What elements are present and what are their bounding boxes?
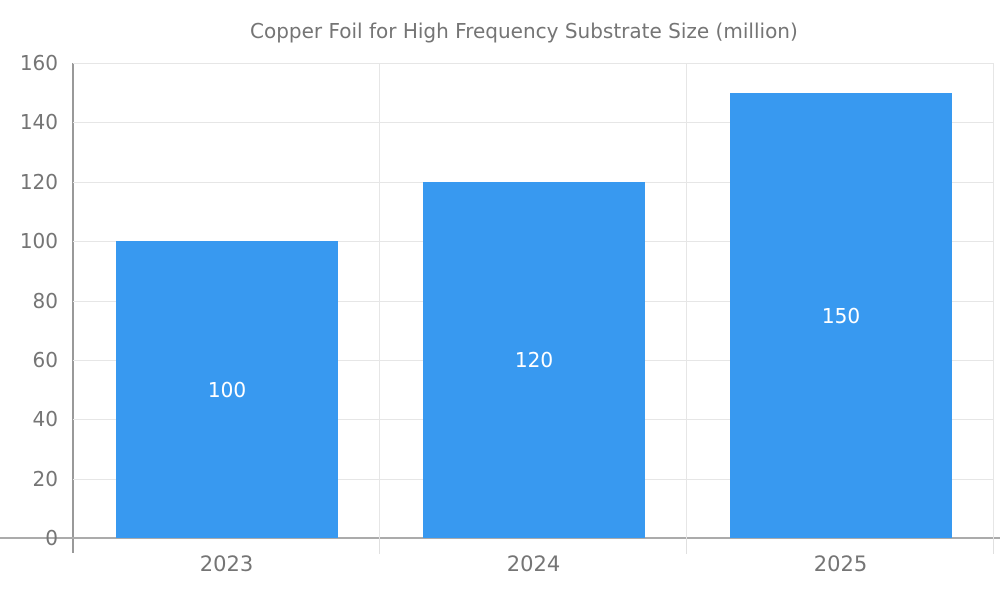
legend-item[interactable]: Copper Foil for High Frequency Substrate… (155, 19, 798, 43)
y-tick-label-160: 160 (19, 51, 58, 75)
bar-2024[interactable]: 120 (423, 182, 645, 538)
x-axis-line (0, 537, 1000, 539)
bar-value-label-2025: 150 (821, 303, 861, 328)
gridline-x-boundary-3 (993, 63, 994, 538)
y-tick-label-120: 120 (19, 169, 58, 194)
y-tick-label-80: 80 (32, 288, 58, 313)
y-tick-label-20: 20 (32, 466, 58, 491)
plot-area: 100 120 150 (73, 63, 994, 554)
gridline-y-140 (73, 122, 994, 124)
bar-value-label-2023: 100 (207, 377, 247, 402)
legend-label: Copper Foil for High Frequency Substrate… (250, 19, 798, 43)
legend-swatch[interactable] (155, 20, 237, 43)
x-tick-label-2025: 2025 (813, 552, 868, 576)
x-axis-tick-1 (379, 538, 380, 554)
x-axis-tick-2 (686, 538, 687, 554)
x-tick-label-2023: 2023 (199, 552, 254, 576)
x-axis-tick-3 (993, 538, 994, 554)
x-tick-label-2024: 2024 (506, 552, 561, 576)
gridline-x-boundary-2 (686, 63, 687, 538)
y-tick-label-140: 140 (19, 110, 58, 135)
gridline-y-160 (73, 63, 994, 64)
y-tick-label-60: 60 (32, 347, 58, 372)
y-axis-line (72, 63, 74, 553)
y-tick-label-0: 0 (45, 526, 58, 550)
bar-value-label-2024: 120 (514, 348, 554, 372)
gridline-x-boundary-1 (379, 63, 380, 538)
y-tick-label-40: 40 (32, 407, 58, 432)
bar-2023[interactable]: 100 (116, 241, 338, 538)
y-tick-label-100: 100 (19, 229, 58, 254)
bar-2025[interactable]: 150 (730, 93, 952, 538)
